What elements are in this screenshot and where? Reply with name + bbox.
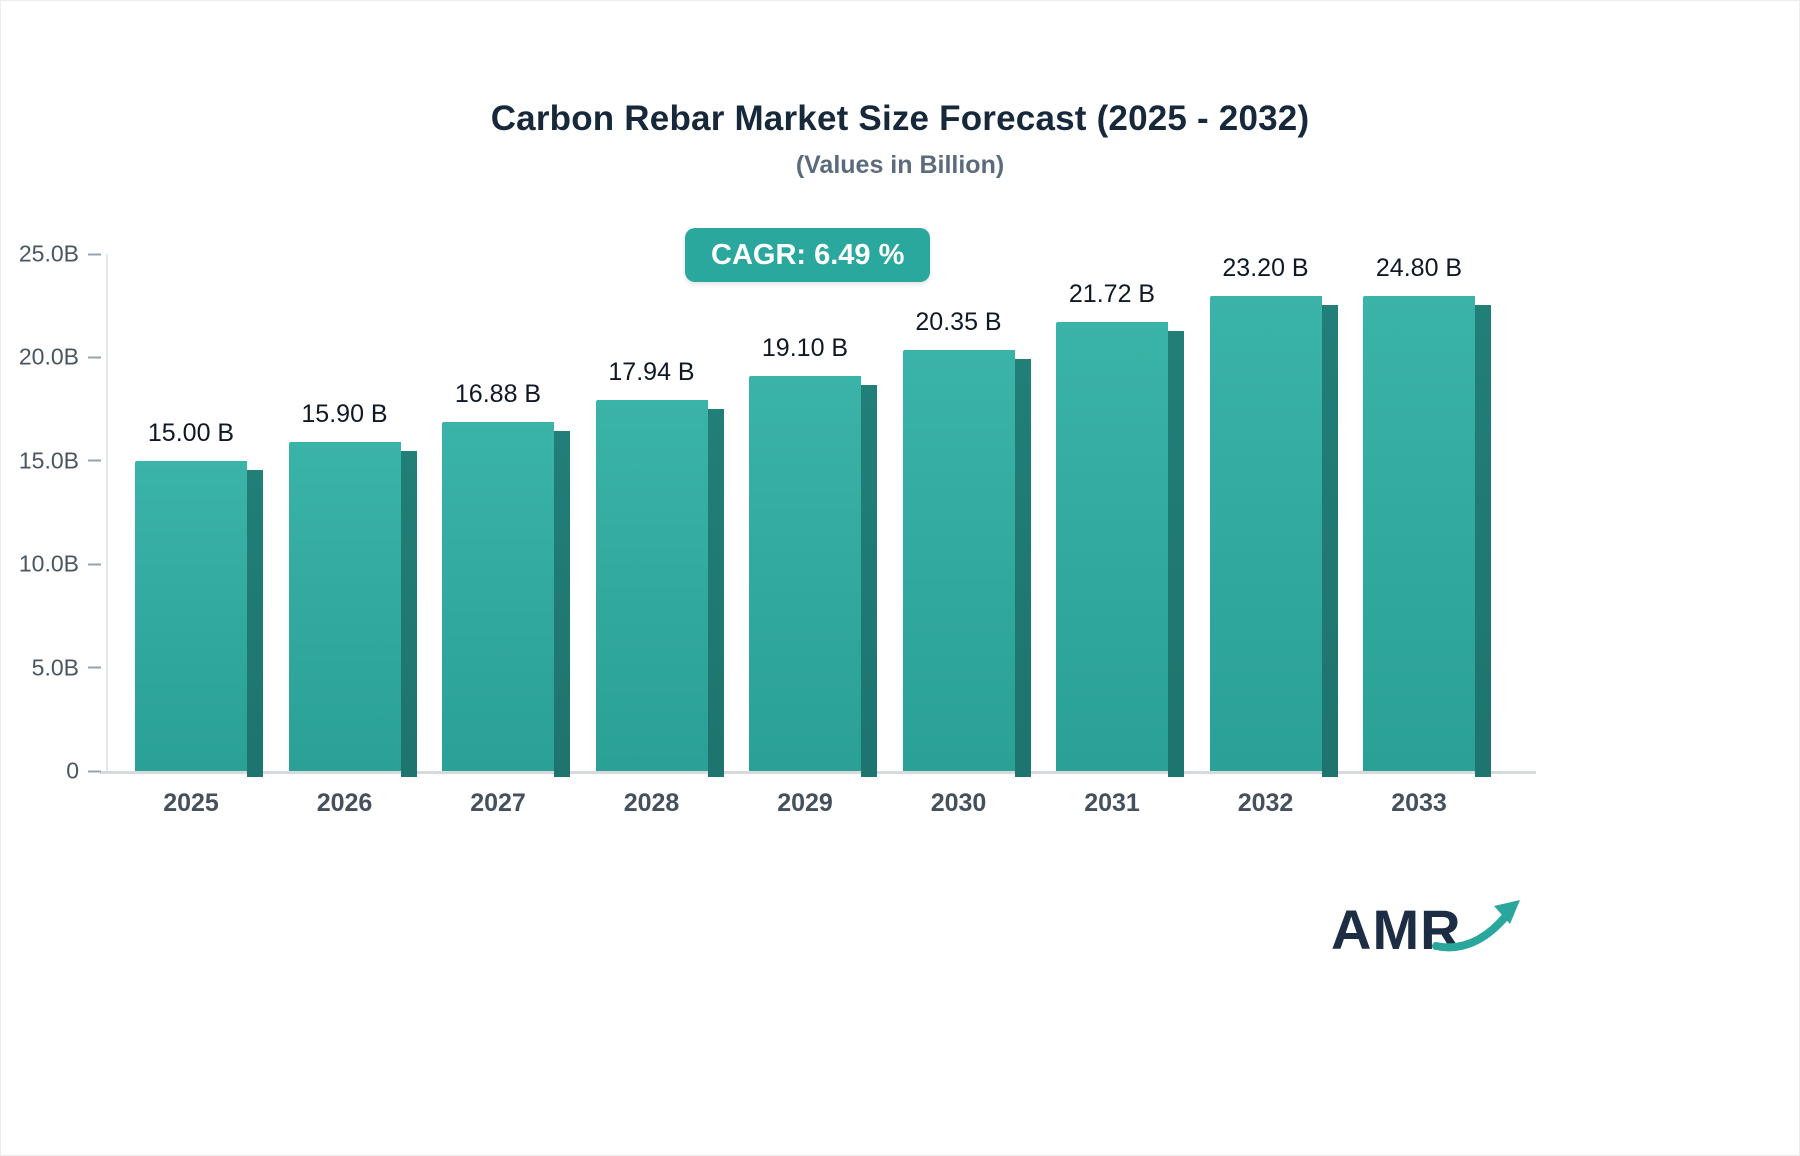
cagr-badge: CAGR: 6.49 % [685, 228, 931, 282]
bar-group: 20.35 B 2030 [884, 254, 1034, 817]
x-axis-label: 2032 [1237, 789, 1294, 817]
x-axis-label: 2028 [623, 789, 680, 817]
x-axis-label: 2025 [163, 789, 219, 817]
bars: 15.00 B 2025 15.90 B 2026 16.88 B 2027 17.94 B… [116, 254, 1494, 817]
y-tick: 10.0B [19, 551, 101, 578]
y-tick: 15.0B [19, 447, 101, 474]
bar-group: 23.20 B 2032 [1191, 254, 1341, 817]
bar-value-label: 23.20 B [1222, 254, 1309, 282]
bar-value-label: 24.80 B [1375, 254, 1463, 282]
x-axis-label: 2033 [1391, 789, 1447, 817]
bar [135, 460, 263, 778]
bar [442, 421, 570, 778]
bar [1209, 296, 1338, 777]
x-axis-label: 2029 [777, 789, 833, 817]
bar-value-label: 17.94 B [608, 358, 695, 387]
y-tick-mark [88, 253, 101, 255]
x-axis-label: 2026 [316, 789, 373, 817]
growth-arrow-icon [1431, 899, 1520, 951]
bar [288, 442, 417, 777]
x-axis-label: 2031 [1084, 789, 1140, 817]
y-tick: 5.0B [32, 654, 101, 681]
x-axis-label: 2030 [930, 789, 987, 817]
bar-group: 24.80 B 2033 [1344, 254, 1494, 817]
y-tick-mark [88, 563, 101, 566]
bar-group: 19.10 B 2029 [730, 254, 880, 817]
amr-logo-text: AMR [1331, 898, 1462, 961]
y-tick-label: 10.0B [18, 550, 79, 577]
bar-value-label: 15.90 B [301, 400, 388, 429]
bar [749, 376, 877, 777]
y-tick-mark [88, 770, 101, 772]
y-tick-label: 0 [66, 757, 79, 784]
bar-value-label: 21.72 B [1068, 279, 1156, 308]
y-tick-mark [88, 666, 101, 669]
amr-logo: AMR [1331, 897, 1524, 962]
y-tick: 25.0B [19, 241, 101, 268]
bar-group: 21.72 B 2031 [1037, 254, 1187, 817]
y-tick-label: 5.0B [31, 654, 79, 681]
bar [902, 350, 1031, 777]
x-axis [100, 771, 1536, 774]
bar-value-label: 19.10 B [761, 334, 849, 363]
bar-group: 15.90 B 2026 [270, 254, 420, 817]
bar-group: 15.00 B 2025 [116, 254, 266, 817]
plot-area: 0 5.0B 10.0B 15.0B 20.0B 25.0B 15.00 B 2025 15.… [19, 241, 1536, 817]
bar [1363, 296, 1491, 777]
bar-value-label: 20.35 B [915, 308, 1002, 337]
bar [595, 400, 724, 777]
y-tick-label: 25.0B [18, 240, 79, 267]
y-tick-label: 20.0B [18, 343, 79, 370]
x-axis-label: 2027 [470, 789, 526, 817]
bar-value-label: 15.00 B [147, 418, 235, 447]
y-tick: 0 [66, 758, 101, 785]
bar-group: 17.94 B 2028 [577, 254, 727, 817]
bar-value-label: 16.88 B [454, 379, 542, 408]
bar [1056, 321, 1184, 778]
bar-group: 16.88 B 2027 [423, 254, 573, 817]
y-tick-label: 15.0B [18, 447, 79, 474]
y-axis [106, 254, 108, 771]
chart-title: Carbon Rebar Market Size Forecast (2025 … [490, 99, 1310, 138]
y-tick-mark [88, 459, 101, 462]
y-tick: 20.0B [19, 344, 101, 371]
chart-subtitle: (Values in Billion) [795, 151, 1005, 179]
y-tick-mark [88, 356, 101, 359]
